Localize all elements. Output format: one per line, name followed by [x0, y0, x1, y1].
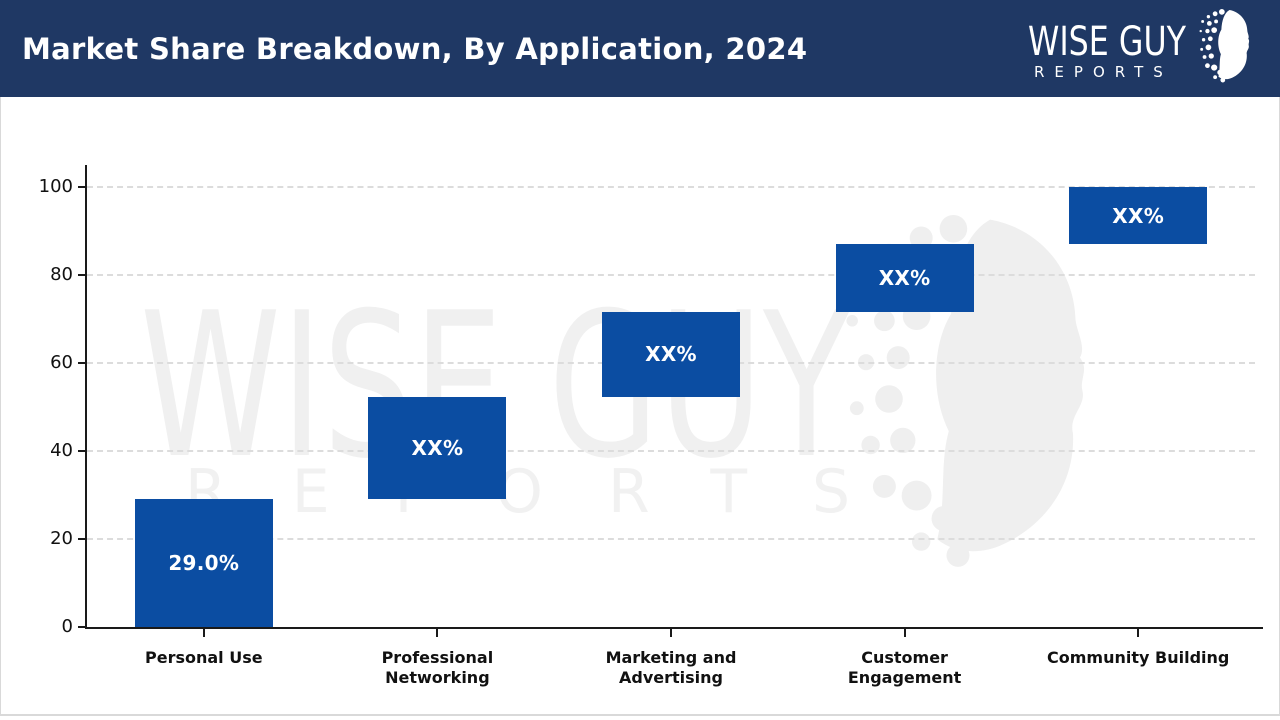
- y-axis-tick-0: [78, 626, 87, 628]
- category-label-3: Customer Engagement: [847, 648, 962, 687]
- category-label-2: Marketing and Advertising: [605, 648, 737, 687]
- bar-value-label-2: XX%: [645, 342, 697, 367]
- y-axis-tick-40: [78, 450, 87, 452]
- category-label-1: Professional Networking: [381, 648, 494, 687]
- y-axis-tick-label-20: 20: [50, 528, 73, 549]
- x-axis-tick-0: [202, 629, 205, 637]
- y-axis-tick-label-80: 80: [50, 264, 73, 285]
- y-axis-line: [85, 165, 87, 629]
- y-axis-tick-20: [78, 538, 87, 540]
- category-label-0: Personal Use: [145, 648, 263, 667]
- gridline-y-100: [87, 186, 1255, 188]
- bottom-border-line: [0, 714, 1280, 716]
- header-bar: Market Share Breakdown, By Application, …: [0, 0, 1280, 97]
- logo-text-line2: REPORTS: [1034, 63, 1173, 81]
- x-axis-tick-3: [903, 629, 906, 637]
- y-axis-tick-label-60: 60: [50, 352, 73, 373]
- bar-2: XX%: [602, 311, 740, 397]
- gridline-y-20: [87, 538, 1255, 540]
- x-axis-tick-1: [436, 629, 439, 637]
- bar-value-label-0: 29.0%: [168, 551, 240, 576]
- bar-value-label-3: XX%: [878, 266, 931, 291]
- category-label-4: Community Building: [1047, 648, 1230, 667]
- x-axis-line: [85, 627, 1263, 629]
- gridline-y-40: [87, 450, 1255, 452]
- y-axis-tick-label-40: 40: [50, 440, 73, 461]
- bar-4: XX%: [1069, 187, 1208, 245]
- y-axis-tick-80: [78, 274, 87, 276]
- y-axis-tick-label-100: 100: [38, 176, 73, 197]
- watermark-text-line2: REPORTS: [185, 457, 915, 527]
- wise-guy-reports-logo: WISE GUY REPORTS: [1028, 8, 1250, 82]
- y-axis-tick-60: [78, 362, 87, 364]
- y-axis-tick-label-0: 0: [61, 616, 73, 637]
- bar-value-label-4: XX%: [1112, 203, 1165, 228]
- bar-0: 29.0%: [134, 499, 273, 627]
- y-axis-tick-100: [78, 186, 87, 188]
- x-axis-tick-2: [670, 629, 672, 637]
- x-axis-tick-4: [1137, 629, 1140, 637]
- bar-1: XX%: [368, 396, 507, 500]
- logo-text-line1: WISE GUY: [1028, 19, 1186, 65]
- gridline-y-80: [87, 274, 1255, 276]
- page-title: Market Share Breakdown, By Application, …: [22, 31, 808, 66]
- bar-value-label-1: XX%: [411, 436, 464, 461]
- bar-3: XX%: [835, 244, 974, 312]
